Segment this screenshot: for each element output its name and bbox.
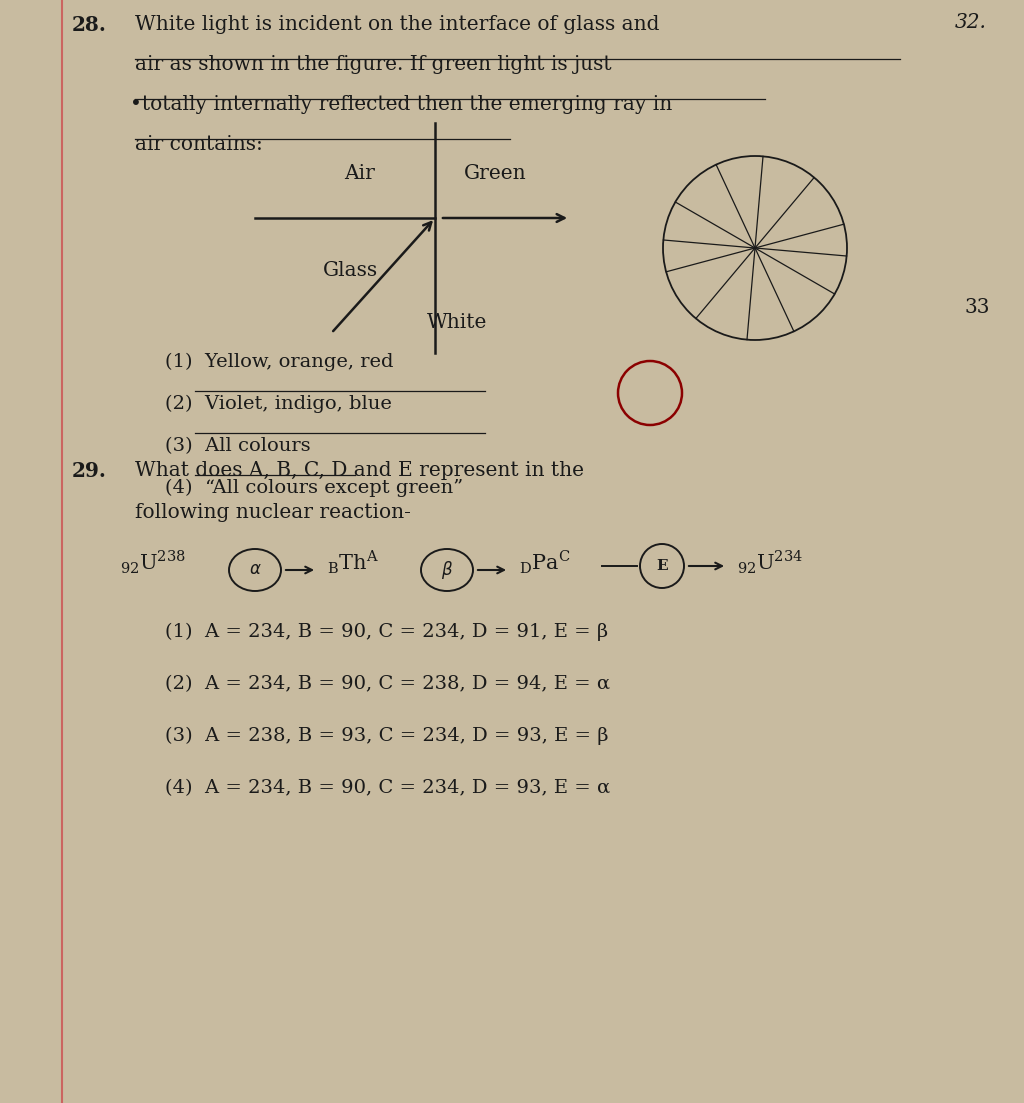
Text: (1)  Yellow, orange, red: (1) Yellow, orange, red [165,353,393,372]
Text: E: E [656,559,668,572]
Text: Green: Green [464,163,526,182]
Text: air as shown in the figure. If green light is just: air as shown in the figure. If green lig… [135,55,611,74]
Text: (4)  A = 234, B = 90, C = 234, D = 93, E = α: (4) A = 234, B = 90, C = 234, D = 93, E … [165,779,610,797]
Text: Glass: Glass [323,260,378,279]
Text: (1)  A = 234, B = 90, C = 234, D = 91, E = β: (1) A = 234, B = 90, C = 234, D = 91, E … [165,623,608,641]
Text: Air: Air [344,163,376,182]
Text: 29.: 29. [72,461,106,481]
Text: (2)  A = 234, B = 90, C = 238, D = 94, E = α: (2) A = 234, B = 90, C = 238, D = 94, E … [165,675,610,693]
Text: 33: 33 [965,298,990,317]
Text: $_{\mathregular{92}}$U$^{\mathregular{234}}$: $_{\mathregular{92}}$U$^{\mathregular{23… [737,548,803,576]
Text: •totally internally reflected then the emerging ray in: •totally internally reflected then the e… [130,95,672,114]
Text: (3)  A = 238, B = 93, C = 234, D = 93, E = β: (3) A = 238, B = 93, C = 234, D = 93, E … [165,727,608,746]
Text: (3)  All colours: (3) All colours [165,437,310,456]
Text: $_{\mathregular{B}}$Th$^{\mathregular{A}}$: $_{\mathregular{B}}$Th$^{\mathregular{A}… [327,548,379,576]
Text: $_{\mathregular{D}}$Pa$^{\mathregular{C}}$: $_{\mathregular{D}}$Pa$^{\mathregular{C}… [519,548,570,576]
Text: $_{\mathregular{92}}$U$^{\mathregular{238}}$: $_{\mathregular{92}}$U$^{\mathregular{23… [120,548,185,576]
Text: White: White [427,313,487,332]
Text: (4)  “All colours except green”: (4) “All colours except green” [165,479,463,497]
Text: (2)  Violet, indigo, blue: (2) Violet, indigo, blue [165,395,392,414]
Text: What does A, B, C, D and E represent in the: What does A, B, C, D and E represent in … [135,461,584,480]
Text: $\beta$: $\beta$ [441,559,453,581]
Text: following nuclear reaction-: following nuclear reaction- [135,503,411,522]
Text: $\alpha$: $\alpha$ [249,561,261,578]
Text: 32.: 32. [955,13,987,32]
Text: air contains:: air contains: [135,135,263,154]
Text: 28.: 28. [72,15,106,35]
Text: White light is incident on the interface of glass and: White light is incident on the interface… [135,15,659,34]
